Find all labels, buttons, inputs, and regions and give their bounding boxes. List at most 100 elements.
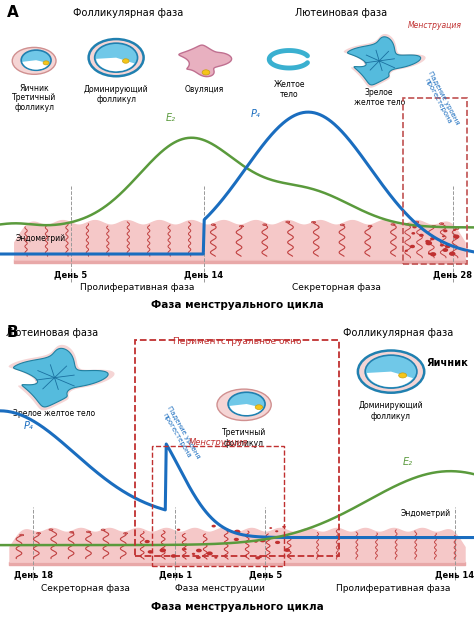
Wedge shape — [229, 404, 263, 415]
Text: Фолликулярная фаза: Фолликулярная фаза — [73, 8, 183, 18]
Text: Фолликулярная фаза: Фолликулярная фаза — [343, 328, 453, 338]
Ellipse shape — [217, 389, 271, 420]
Circle shape — [254, 540, 258, 543]
Circle shape — [275, 531, 278, 532]
Circle shape — [258, 556, 262, 558]
Circle shape — [234, 530, 239, 533]
Circle shape — [442, 248, 448, 252]
Circle shape — [442, 235, 445, 238]
Text: Пролиферативная фаза: Пролиферативная фаза — [336, 584, 451, 593]
Circle shape — [426, 241, 432, 245]
Text: День 14: День 14 — [436, 571, 474, 580]
Circle shape — [43, 61, 49, 65]
Circle shape — [147, 550, 153, 554]
Text: P₄: P₄ — [24, 421, 34, 431]
Circle shape — [399, 373, 407, 378]
Text: P₄: P₄ — [251, 108, 261, 119]
Text: День 18: День 18 — [14, 571, 53, 580]
Circle shape — [214, 557, 218, 559]
Text: B: B — [7, 325, 19, 340]
Text: Эндометрий: Эндометрий — [400, 509, 450, 518]
Circle shape — [430, 252, 436, 256]
Circle shape — [207, 552, 213, 555]
Circle shape — [453, 234, 459, 239]
Circle shape — [255, 405, 263, 409]
Text: E₂: E₂ — [166, 113, 176, 123]
Circle shape — [255, 556, 260, 560]
Circle shape — [122, 58, 129, 63]
Circle shape — [419, 234, 424, 237]
Circle shape — [234, 530, 240, 534]
Text: Падение уровня
прогестерона: Падение уровня прогестерона — [421, 70, 461, 129]
Circle shape — [282, 526, 286, 528]
Text: Фаза менструального цикла: Фаза менструального цикла — [151, 300, 323, 310]
Text: Эндометрий: Эндометрий — [15, 234, 65, 243]
Circle shape — [202, 70, 210, 75]
Text: День 1: День 1 — [159, 571, 192, 580]
Text: Доминирующий
фолликул: Доминирующий фолликул — [359, 401, 423, 420]
Circle shape — [171, 554, 176, 558]
Circle shape — [89, 39, 144, 77]
Circle shape — [145, 540, 150, 543]
Text: Фаза менструации: Фаза менструации — [175, 584, 265, 593]
Circle shape — [449, 251, 456, 256]
Circle shape — [275, 541, 280, 544]
Wedge shape — [22, 60, 49, 70]
Circle shape — [234, 538, 239, 541]
Polygon shape — [344, 34, 426, 88]
Text: Секреторная фаза: Секреторная фаза — [292, 282, 381, 292]
Text: Лютеиновая фаза: Лютеиновая фаза — [6, 328, 98, 338]
Polygon shape — [14, 348, 108, 407]
Text: День 5: День 5 — [55, 271, 88, 280]
Circle shape — [196, 556, 201, 559]
Text: Зрелое
желтое тело: Зрелое желтое тело — [354, 88, 405, 108]
Polygon shape — [9, 345, 115, 411]
Text: Овуляция: Овуляция — [184, 85, 223, 94]
Text: Третичный
фолликул: Третичный фолликул — [222, 429, 266, 448]
Text: A: A — [7, 5, 19, 20]
Text: Менструация: Менструация — [189, 438, 247, 447]
Circle shape — [183, 548, 187, 550]
Circle shape — [440, 244, 444, 246]
Text: Зрелое желтое тело: Зрелое желтое тело — [13, 409, 96, 419]
Wedge shape — [96, 58, 134, 72]
Text: Менструация: Менструация — [408, 21, 462, 30]
Ellipse shape — [12, 47, 56, 74]
Circle shape — [365, 355, 417, 388]
Text: Лютеиновая фаза: Лютеиновая фаза — [295, 8, 387, 18]
Circle shape — [228, 392, 265, 415]
Wedge shape — [367, 371, 413, 387]
Text: E₂: E₂ — [403, 457, 413, 467]
Circle shape — [428, 253, 431, 255]
Circle shape — [284, 548, 290, 552]
Circle shape — [260, 539, 265, 542]
Circle shape — [443, 230, 447, 233]
Circle shape — [177, 529, 180, 531]
Circle shape — [410, 244, 415, 248]
Circle shape — [192, 553, 195, 555]
Text: Пролиферативная фаза: Пролиферативная фаза — [80, 282, 195, 292]
Text: Яичник: Яичник — [19, 84, 49, 93]
Circle shape — [95, 43, 137, 72]
Text: День 5: День 5 — [249, 571, 282, 580]
Circle shape — [21, 50, 51, 70]
Text: Секреторная фаза: Секреторная фаза — [41, 584, 130, 593]
Text: День 14: День 14 — [184, 271, 223, 280]
Circle shape — [184, 544, 188, 546]
Polygon shape — [347, 37, 420, 85]
Circle shape — [430, 237, 435, 240]
Text: Желтое
тело: Желтое тело — [273, 80, 305, 100]
Text: Фаза менструального цикла: Фаза менструального цикла — [151, 602, 323, 613]
Circle shape — [160, 548, 166, 552]
Text: Третичный
фолликул: Третичный фолликул — [12, 93, 56, 113]
Circle shape — [425, 240, 429, 243]
Circle shape — [358, 350, 424, 392]
Text: Периментструальное окно: Периментструальное окно — [173, 337, 301, 346]
Text: Падение уровня
прогестерона: Падение уровня прогестерона — [160, 405, 201, 463]
Text: Доминирующий
фолликул: Доминирующий фолликул — [84, 85, 148, 104]
Circle shape — [411, 232, 415, 234]
Circle shape — [405, 249, 408, 252]
Text: Яичник: Яичник — [427, 358, 468, 368]
Circle shape — [211, 525, 216, 527]
Text: День 28: День 28 — [433, 271, 472, 280]
